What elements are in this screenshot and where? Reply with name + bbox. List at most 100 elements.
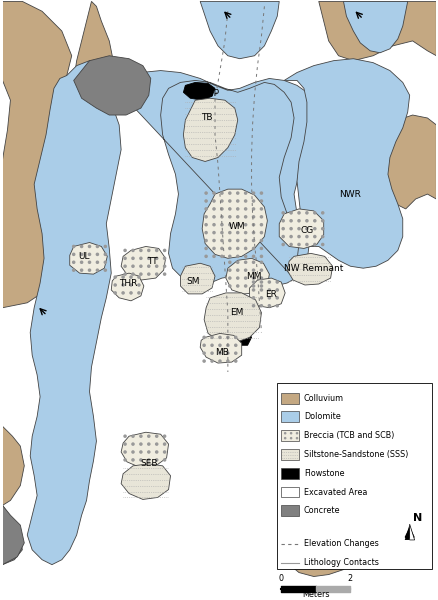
Circle shape xyxy=(251,288,255,292)
Circle shape xyxy=(219,247,223,250)
Bar xyxy=(281,412,298,422)
Circle shape xyxy=(139,265,142,268)
Circle shape xyxy=(210,335,213,339)
Text: Breccia (TCB and SCB): Breccia (TCB and SCB) xyxy=(303,431,393,440)
Circle shape xyxy=(259,191,263,195)
Circle shape xyxy=(212,207,215,211)
Circle shape xyxy=(227,239,231,242)
Circle shape xyxy=(312,227,316,230)
Circle shape xyxy=(162,442,166,446)
Text: THR: THR xyxy=(119,278,137,287)
Text: Excavated Area: Excavated Area xyxy=(303,488,367,497)
Text: Colluvium: Colluvium xyxy=(303,394,343,403)
Circle shape xyxy=(212,247,215,250)
Circle shape xyxy=(235,231,239,235)
Circle shape xyxy=(297,211,300,215)
Circle shape xyxy=(312,235,316,238)
Text: Dolomite: Dolomite xyxy=(303,412,340,421)
Circle shape xyxy=(235,199,239,203)
Circle shape xyxy=(226,343,229,347)
Circle shape xyxy=(289,219,292,223)
Circle shape xyxy=(227,199,231,203)
Polygon shape xyxy=(3,427,24,505)
Circle shape xyxy=(281,235,284,238)
Circle shape xyxy=(162,257,166,260)
Circle shape xyxy=(139,248,142,252)
Circle shape xyxy=(304,243,308,246)
Circle shape xyxy=(212,223,215,226)
Circle shape xyxy=(320,227,324,230)
Circle shape xyxy=(204,191,208,195)
Circle shape xyxy=(289,243,292,246)
Polygon shape xyxy=(223,331,251,345)
Circle shape xyxy=(219,254,223,258)
Circle shape xyxy=(88,245,91,248)
Circle shape xyxy=(227,260,231,264)
Polygon shape xyxy=(283,59,409,268)
Bar xyxy=(281,393,298,404)
Circle shape xyxy=(147,450,150,454)
Polygon shape xyxy=(74,1,119,110)
Circle shape xyxy=(219,215,223,218)
Circle shape xyxy=(251,239,255,242)
Circle shape xyxy=(131,434,134,438)
Circle shape xyxy=(235,239,239,242)
Circle shape xyxy=(123,434,127,438)
Circle shape xyxy=(243,268,247,272)
Bar xyxy=(281,505,298,516)
Text: N: N xyxy=(412,513,421,523)
Bar xyxy=(281,468,298,479)
Circle shape xyxy=(251,223,255,226)
Circle shape xyxy=(204,231,208,235)
Circle shape xyxy=(297,219,300,223)
Circle shape xyxy=(131,458,134,461)
Circle shape xyxy=(121,291,124,295)
Circle shape xyxy=(297,243,300,246)
Circle shape xyxy=(123,248,127,252)
Circle shape xyxy=(155,458,158,461)
Circle shape xyxy=(251,191,255,195)
Circle shape xyxy=(204,207,208,211)
Polygon shape xyxy=(409,524,413,540)
Circle shape xyxy=(275,288,279,292)
Circle shape xyxy=(312,211,316,215)
Circle shape xyxy=(131,248,134,252)
Polygon shape xyxy=(404,524,409,540)
Circle shape xyxy=(233,352,237,355)
Circle shape xyxy=(80,260,83,264)
Circle shape xyxy=(243,231,247,235)
Circle shape xyxy=(267,304,271,308)
Circle shape xyxy=(259,296,263,299)
Polygon shape xyxy=(279,451,377,523)
Polygon shape xyxy=(183,82,215,100)
Polygon shape xyxy=(136,446,163,461)
Circle shape xyxy=(123,265,127,268)
Circle shape xyxy=(219,239,223,242)
Polygon shape xyxy=(226,259,269,294)
Circle shape xyxy=(204,247,208,250)
Circle shape xyxy=(267,288,271,292)
Circle shape xyxy=(113,275,117,279)
Circle shape xyxy=(226,335,229,339)
Text: 0: 0 xyxy=(278,574,283,583)
Circle shape xyxy=(295,432,298,434)
Circle shape xyxy=(259,304,263,308)
Circle shape xyxy=(243,223,247,226)
Circle shape xyxy=(226,359,229,363)
Circle shape xyxy=(155,248,158,252)
Circle shape xyxy=(259,260,263,264)
Circle shape xyxy=(235,254,239,258)
Circle shape xyxy=(259,231,263,235)
Circle shape xyxy=(235,207,239,211)
Circle shape xyxy=(80,245,83,248)
Text: Meters: Meters xyxy=(301,590,329,599)
Circle shape xyxy=(304,219,308,223)
Polygon shape xyxy=(121,247,165,280)
Circle shape xyxy=(251,207,255,211)
Circle shape xyxy=(139,458,142,461)
Polygon shape xyxy=(70,242,107,274)
Circle shape xyxy=(147,265,150,268)
Polygon shape xyxy=(74,56,150,115)
Circle shape xyxy=(219,231,223,235)
Circle shape xyxy=(219,199,223,203)
